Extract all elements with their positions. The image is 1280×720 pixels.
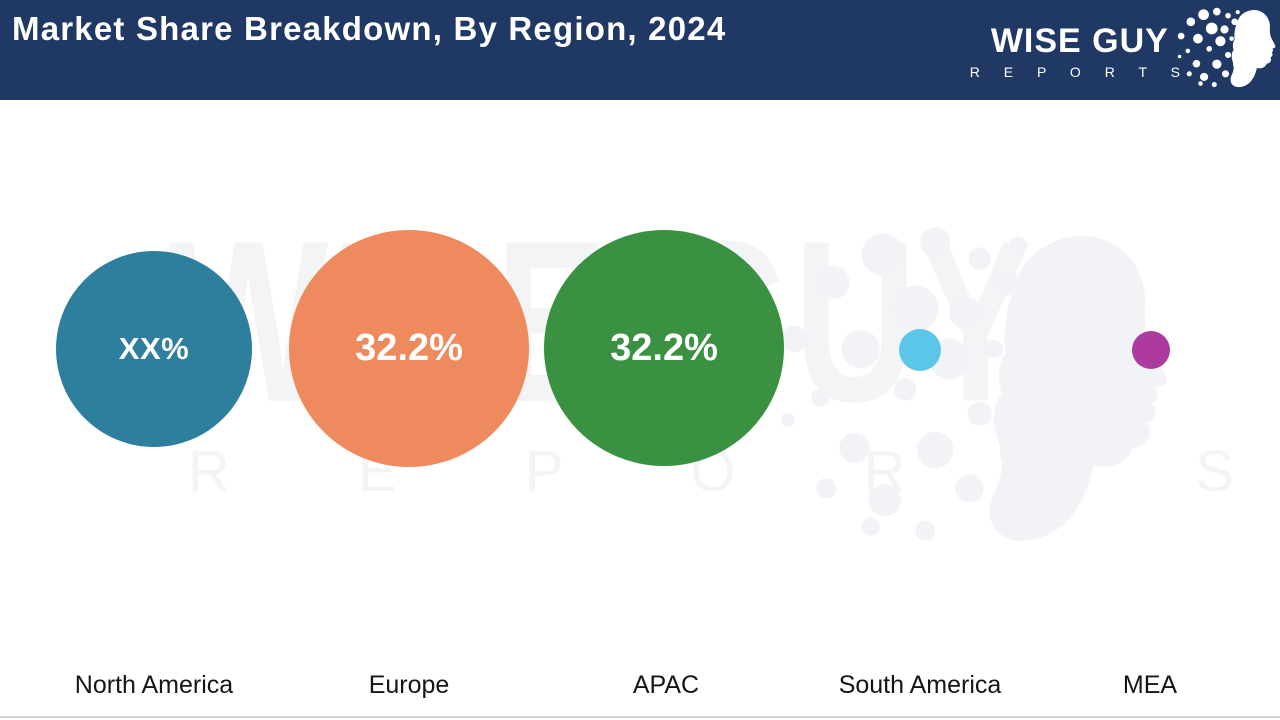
bubble-value-europe: 32.2% bbox=[355, 327, 463, 369]
chart-title: Market Share Breakdown, By Region, 2024 bbox=[12, 10, 727, 47]
wiseguy-logo: WISE GUY R E P O R T S bbox=[970, 4, 1276, 94]
logo-face-icon bbox=[1177, 7, 1276, 88]
chart-bottom-border bbox=[0, 716, 1280, 718]
bubble-apac: 32.2% bbox=[544, 230, 784, 466]
axis-label-europe: Europe bbox=[368, 671, 450, 699]
axis-label-south-america: South America bbox=[838, 671, 1002, 699]
axis-label-north-america: North America bbox=[74, 671, 234, 699]
axis-label-mea: MEA bbox=[1122, 671, 1178, 699]
header-bar: Market Share Breakdown, By Region, 2024 … bbox=[0, 0, 1280, 100]
bubble-value-apac: 32.2% bbox=[610, 326, 718, 369]
bubble-europe: 32.2% bbox=[289, 230, 529, 467]
logo-wordmark: WISE GUY R E P O R T S bbox=[970, 22, 1190, 80]
bubble-mea bbox=[1132, 331, 1170, 369]
logo-line2: R E P O R T S bbox=[969, 64, 1190, 80]
watermark-face-icon bbox=[780, 227, 1167, 541]
bubble-value-north-america: XX% bbox=[118, 331, 190, 366]
axis-label-apac: APAC bbox=[632, 671, 700, 699]
bubble-south-america bbox=[899, 329, 941, 371]
logo-line1: WISE GUY bbox=[990, 22, 1169, 60]
bubble-north-america: XX% bbox=[56, 251, 252, 447]
